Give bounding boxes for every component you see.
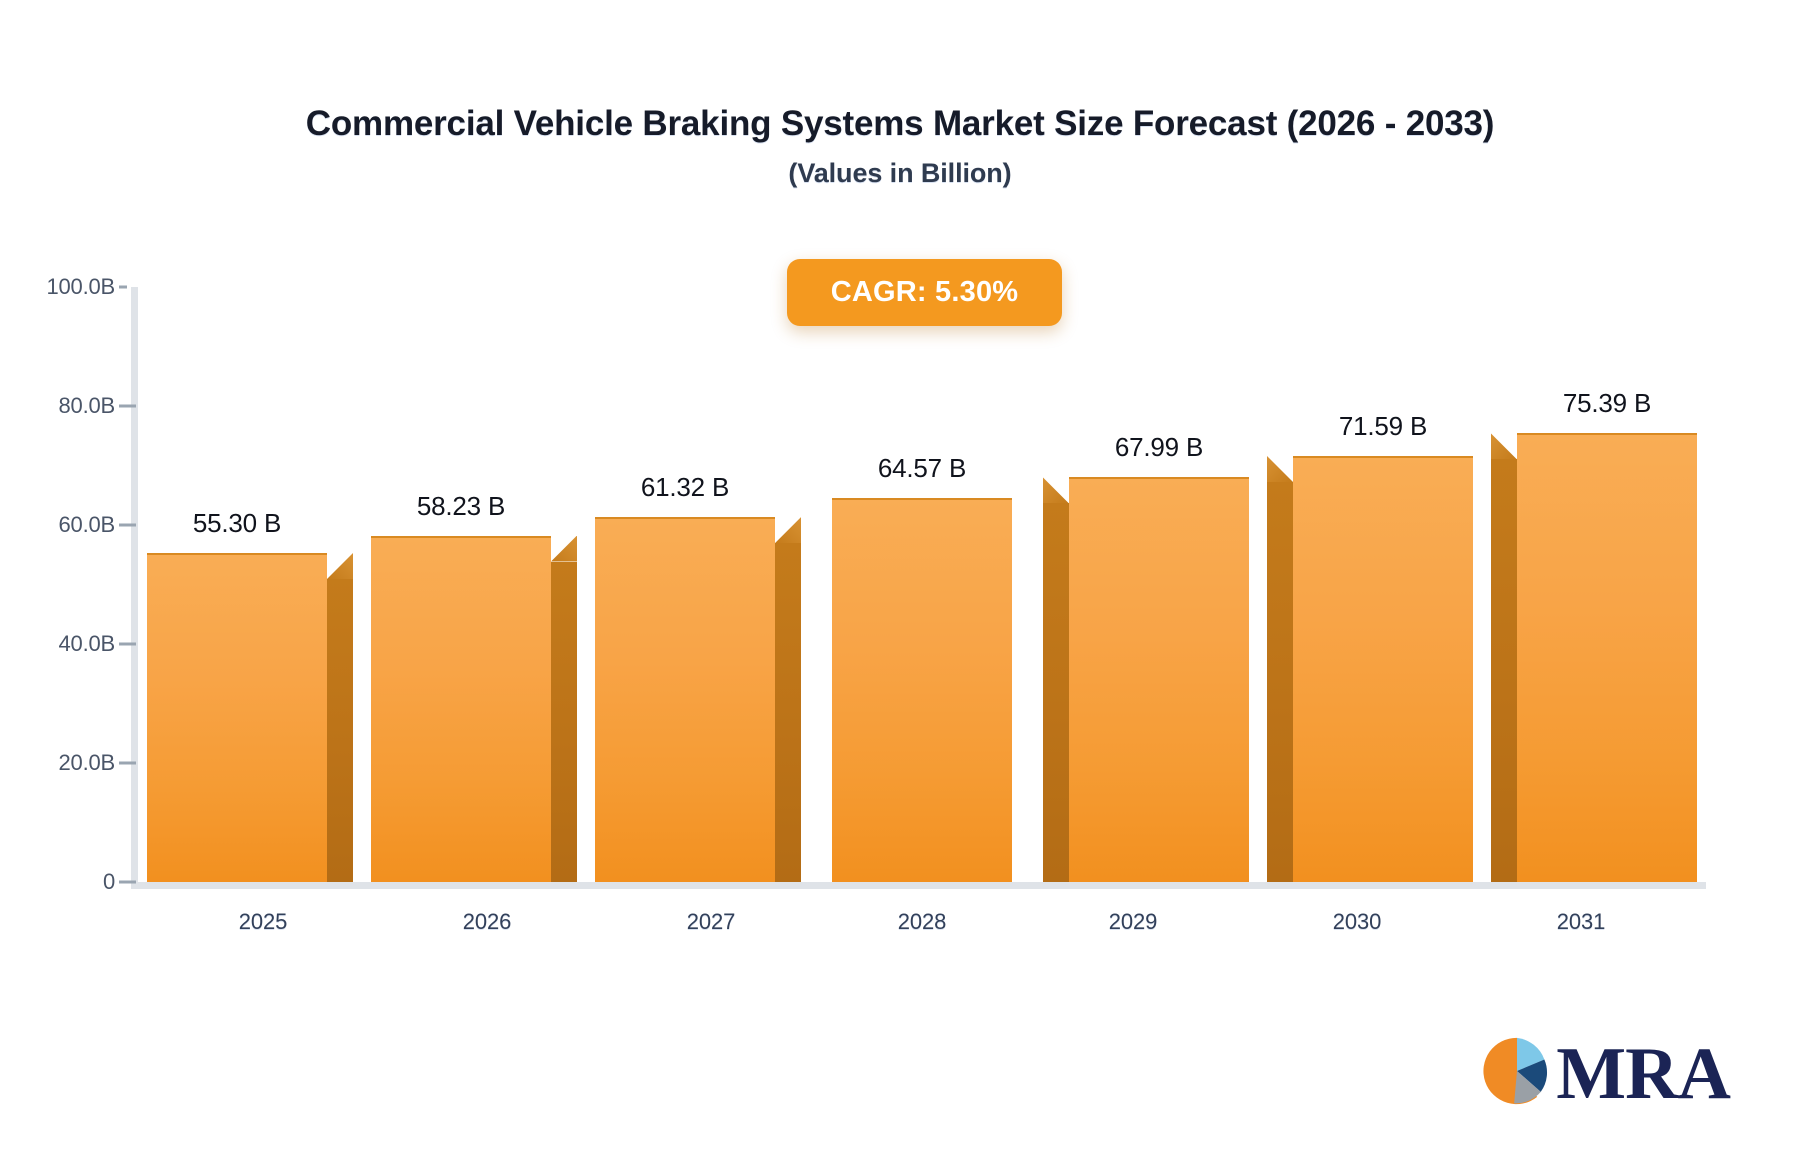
bar-value-label: 75.39 B (1562, 388, 1652, 419)
y-axis-tick-label: 20.0B (58, 750, 116, 775)
bar-solid (832, 497, 1012, 882)
bar-top-bevel (327, 552, 353, 579)
cagr-badge: CAGR: 5.30% (787, 259, 1062, 326)
bar-2031[interactable]: 75.39 B (1491, 159, 1697, 882)
cagr-badge-label: CAGR: 5.30% (830, 276, 1019, 308)
pie-chart-icon (1481, 1035, 1553, 1112)
chart-subtitle: (Values in Billion) (788, 158, 1012, 189)
x-axis-label-2029: 2029 (1108, 909, 1158, 934)
x-axis-label-2025: 2025 (238, 909, 288, 934)
x-axis-label-2026: 2026 (462, 909, 512, 934)
y-axis-tick-mark (119, 761, 136, 765)
bar-value-label: 64.57 B (877, 452, 967, 483)
y-axis-tick-label: 40.0B (58, 631, 116, 656)
bar-solid (371, 535, 577, 882)
bar-top-bevel (551, 535, 577, 562)
bar-top-bevel (775, 517, 801, 544)
chart-header: Commercial Vehicle Braking Systems Marke… (0, 104, 1800, 189)
bar-2028[interactable]: 64.57 B (832, 224, 1012, 882)
y-axis-tick-mark (119, 285, 127, 289)
x-axis-label-2028: 2028 (897, 909, 947, 934)
bar-front-face (595, 517, 775, 882)
bar-value-label: 71.59 B (1338, 411, 1428, 442)
brand-wordmark: MRA (1556, 1032, 1731, 1115)
bar-front-face (147, 552, 327, 882)
y-axis-tick-mark (119, 642, 136, 646)
x-axis-label-2031: 2031 (1556, 909, 1606, 934)
bar-solid (1043, 477, 1249, 882)
bar-value-label: 58.23 B (416, 490, 506, 521)
y-axis-tick-label: 0 (102, 869, 115, 894)
bar-side-face (1267, 482, 1293, 882)
chart-title: Commercial Vehicle Braking Systems Marke… (305, 104, 1495, 143)
x-axis-line (131, 882, 1706, 889)
bar-solid (1491, 433, 1697, 882)
bar-solid (147, 552, 353, 882)
y-axis-tick-label: 60.0B (58, 512, 116, 537)
brand-logo: MRA (1481, 1032, 1731, 1115)
bar-solid (595, 517, 801, 882)
bar-side-face (775, 543, 801, 882)
bar-front-face (832, 497, 1012, 882)
bar-value-label: 67.99 B (1114, 432, 1204, 463)
y-axis-tick-label: 80.0B (58, 393, 116, 418)
bar-front-face (1293, 456, 1473, 882)
bar-2030[interactable]: 71.59 B (1267, 182, 1473, 882)
y-axis-tick-label: 100.0B (46, 274, 115, 299)
bar-value-label: 61.32 B (640, 472, 730, 503)
y-axis-line (131, 287, 138, 887)
bar-2025[interactable]: 55.30 B (147, 279, 353, 882)
bar-2029[interactable]: 67.99 B (1043, 203, 1249, 882)
bar-top-bevel (1043, 477, 1069, 504)
bar-top-bevel (1491, 433, 1517, 460)
bar-top-bevel (1267, 456, 1293, 483)
bar-2026[interactable]: 58.23 B (371, 262, 577, 882)
bar-side-face (327, 578, 353, 882)
y-axis-tick-mark (119, 404, 136, 408)
bar-front-face (371, 535, 551, 882)
bar-side-face (1491, 459, 1517, 882)
bar-solid (1267, 456, 1473, 882)
x-axis-label-2027: 2027 (686, 909, 736, 934)
bar-front-face (1517, 433, 1697, 882)
x-axis-label-2030: 2030 (1332, 909, 1382, 934)
bar-side-face (551, 561, 577, 882)
bar-front-face (1069, 477, 1249, 882)
bar-side-face (1043, 503, 1069, 882)
y-axis-tick-mark (119, 880, 136, 884)
bar-2027[interactable]: 61.32 B (595, 243, 801, 882)
bar-value-label: 55.30 B (192, 507, 282, 538)
y-axis-tick-mark (119, 523, 136, 527)
